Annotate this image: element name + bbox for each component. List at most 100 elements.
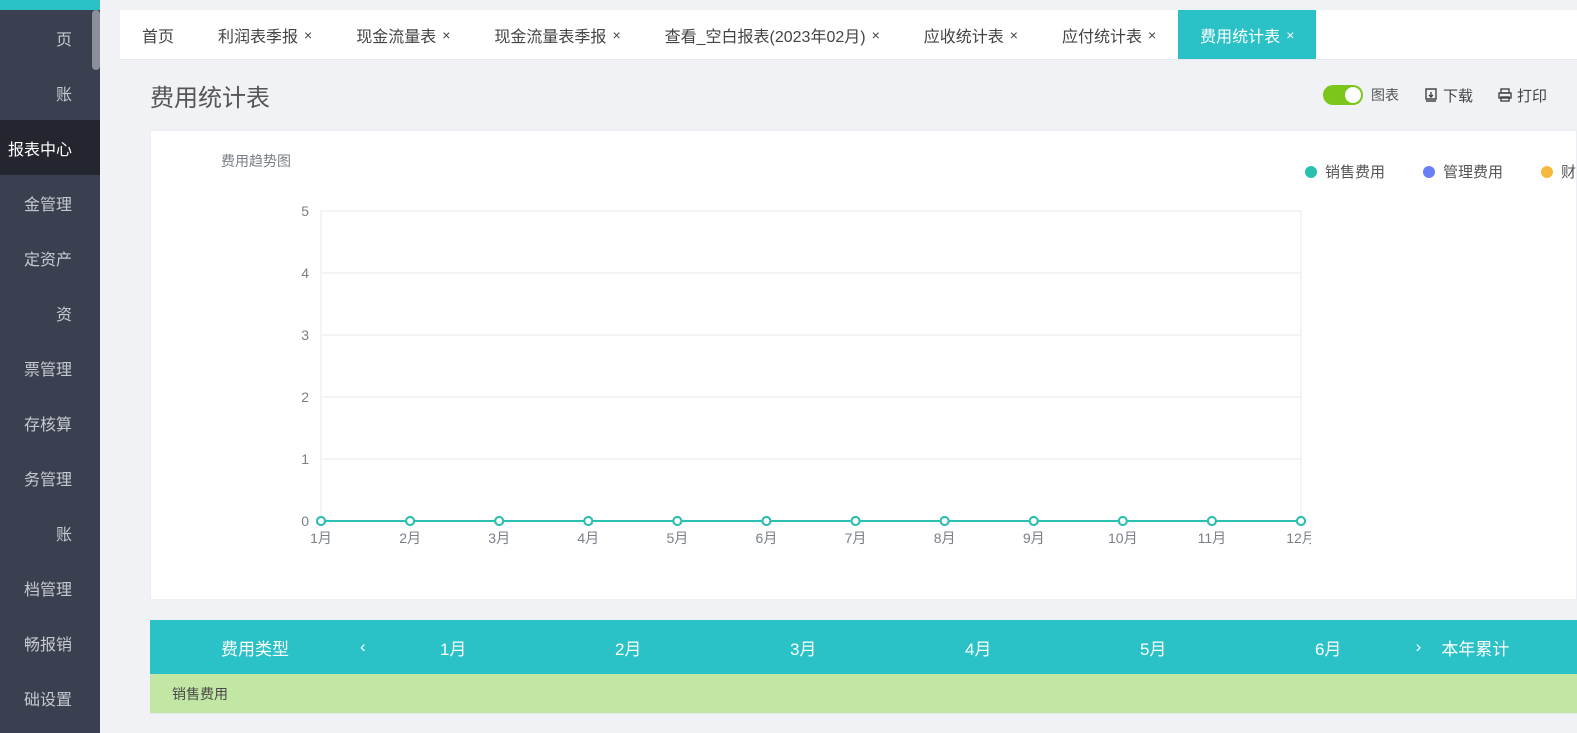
chart-panel: 费用趋势图 销售费用管理费用财 0123451月2月3月4月5月6月7月8月9月… — [150, 130, 1577, 600]
th-total: 本年累计 — [1421, 635, 1577, 660]
sidebar-item-2[interactable]: 报表中心 — [0, 120, 100, 175]
sidebar-item-10[interactable]: 档管理 — [0, 560, 100, 615]
sidebar-item-12[interactable]: 础设置 — [0, 670, 100, 725]
legend-label: 财 — [1561, 161, 1576, 182]
close-icon[interactable]: × — [872, 27, 880, 43]
th-type: 费用类型 — [150, 635, 360, 660]
close-icon[interactable]: × — [442, 27, 450, 43]
tab-2[interactable]: 现金流量表× — [334, 10, 472, 59]
legend-item-0[interactable]: 销售费用 — [1305, 161, 1385, 182]
sidebar-item-6[interactable]: 票管理 — [0, 340, 100, 395]
sidebar-item-7[interactable]: 存核算 — [0, 395, 100, 450]
download-button[interactable]: 下载 — [1423, 85, 1473, 106]
th-month-3: 4月 — [891, 635, 1066, 660]
sidebar-item-9[interactable]: 账 — [0, 505, 100, 560]
tab-label: 应收统计表 — [924, 23, 1004, 47]
print-button[interactable]: 打印 — [1497, 85, 1547, 106]
sidebar-item-label: 存核算 — [24, 411, 72, 435]
sidebar-item-label: 务管理 — [24, 466, 72, 490]
tab-bar: 首页利润表季报×现金流量表×现金流量表季报×查看_空白报表(2023年02月)×… — [120, 10, 1577, 60]
tab-label: 费用统计表 — [1200, 23, 1280, 47]
sidebar-item-label: 资 — [56, 301, 72, 325]
close-icon[interactable]: × — [304, 27, 312, 43]
legend-dot — [1541, 166, 1553, 178]
expense-table: 费用类型‹1月2月3月4月5月6月›本年累计 销售费用 — [150, 620, 1577, 714]
sidebar-item-label: 账 — [56, 521, 72, 545]
th-month-0: 1月 — [366, 635, 541, 660]
svg-text:7月: 7月 — [845, 530, 867, 546]
tab-label: 首页 — [142, 23, 174, 47]
tab-4[interactable]: 查看_空白报表(2023年02月) × — [643, 10, 902, 59]
download-label: 下载 — [1443, 85, 1473, 106]
tab-label: 应付统计表 — [1062, 23, 1142, 47]
svg-text:2: 2 — [301, 389, 309, 405]
sidebar-item-5[interactable]: 资 — [0, 285, 100, 340]
svg-text:5: 5 — [301, 203, 309, 219]
tab-1[interactable]: 利润表季报 × — [196, 10, 334, 59]
legend-label: 管理费用 — [1443, 161, 1503, 182]
sidebar-item-label: 档管理 — [24, 576, 72, 600]
table-header: 费用类型‹1月2月3月4月5月6月›本年累计 — [150, 620, 1577, 674]
sidebar-item-label: 定资产 — [24, 246, 72, 270]
svg-text:5月: 5月 — [666, 530, 688, 546]
table-row[interactable]: 销售费用 — [150, 674, 1577, 714]
th-month-4: 5月 — [1066, 635, 1241, 660]
svg-text:10月: 10月 — [1108, 530, 1138, 546]
svg-text:12月: 12月 — [1286, 530, 1311, 546]
tab-label: 查看_空白报表(2023年02月) — [665, 23, 866, 47]
sidebar-item-8[interactable]: 务管理 — [0, 450, 100, 505]
tab-label: 现金流量表季报 — [494, 23, 606, 47]
td-type: 销售费用 — [150, 684, 360, 704]
sidebar-item-label: 票管理 — [24, 356, 72, 380]
tab-6[interactable]: 应付统计表 × — [1040, 10, 1178, 59]
tab-label: 利润表季报 — [218, 23, 298, 47]
close-icon[interactable]: × — [1286, 27, 1294, 43]
print-icon — [1497, 87, 1513, 103]
sidebar-item-label: 金管理 — [24, 191, 72, 215]
svg-text:9月: 9月 — [1023, 530, 1045, 546]
sidebar-item-0[interactable]: 页 — [0, 10, 100, 65]
legend-dot — [1305, 166, 1317, 178]
th-month-5: 6月 — [1241, 635, 1416, 660]
chart-legend: 销售费用 管理费用 财 — [1305, 161, 1576, 182]
svg-text:2月: 2月 — [399, 530, 421, 546]
sidebar-item-1[interactable]: 账 — [0, 65, 100, 120]
page-title: 费用统计表 — [150, 78, 270, 113]
svg-text:1: 1 — [301, 451, 309, 467]
svg-text:4: 4 — [301, 265, 309, 281]
sidebar-accent-bar — [0, 0, 100, 10]
tab-7[interactable]: 费用统计表 × — [1178, 10, 1316, 59]
page-header: 费用统计表 图表 下载 打印 — [120, 60, 1577, 130]
sidebar-item-3[interactable]: 金管理 — [0, 175, 100, 230]
legend-dot — [1423, 166, 1435, 178]
svg-text:11月: 11月 — [1198, 530, 1227, 546]
chart-plot: 0123451月2月3月4月5月6月7月8月9月10月11月12月 — [281, 201, 1311, 561]
svg-text:3: 3 — [301, 327, 309, 343]
svg-text:8月: 8月 — [934, 530, 956, 546]
close-icon[interactable]: × — [612, 27, 620, 43]
sidebar-item-label: 础设置 — [24, 686, 72, 710]
close-icon[interactable]: × — [1010, 27, 1018, 43]
th-month-1: 2月 — [541, 635, 716, 660]
tab-5[interactable]: 应收统计表 × — [902, 10, 1040, 59]
tab-3[interactable]: 现金流量表季报 × — [472, 10, 642, 59]
tab-0[interactable]: 首页 — [120, 10, 196, 59]
svg-text:6月: 6月 — [756, 530, 778, 546]
th-month-2: 3月 — [716, 635, 891, 660]
sidebar-item-label: 账 — [56, 81, 72, 105]
sidebar: 页账报表中心金管理定资产资票管理存核算务管理账档管理畅报销础设置 — [0, 0, 100, 733]
sidebar-item-label: 报表中心 — [8, 136, 72, 160]
legend-label: 销售费用 — [1325, 161, 1385, 182]
chart-toggle[interactable] — [1323, 85, 1363, 105]
sidebar-item-4[interactable]: 定资产 — [0, 230, 100, 285]
legend-item-2[interactable]: 财 — [1541, 161, 1576, 182]
page-area: 费用统计表 图表 下载 打印 费用趋势图 销售费用管理费用财 0123451月2… — [120, 60, 1577, 733]
close-icon[interactable]: × — [1148, 27, 1156, 43]
sidebar-item-11[interactable]: 畅报销 — [0, 615, 100, 670]
svg-text:0: 0 — [301, 513, 309, 529]
sidebar-item-label: 畅报销 — [24, 631, 72, 655]
svg-text:4月: 4月 — [577, 530, 599, 546]
sidebar-scrollbar[interactable] — [92, 10, 100, 70]
print-label: 打印 — [1517, 85, 1547, 106]
legend-item-1[interactable]: 管理费用 — [1423, 161, 1503, 182]
